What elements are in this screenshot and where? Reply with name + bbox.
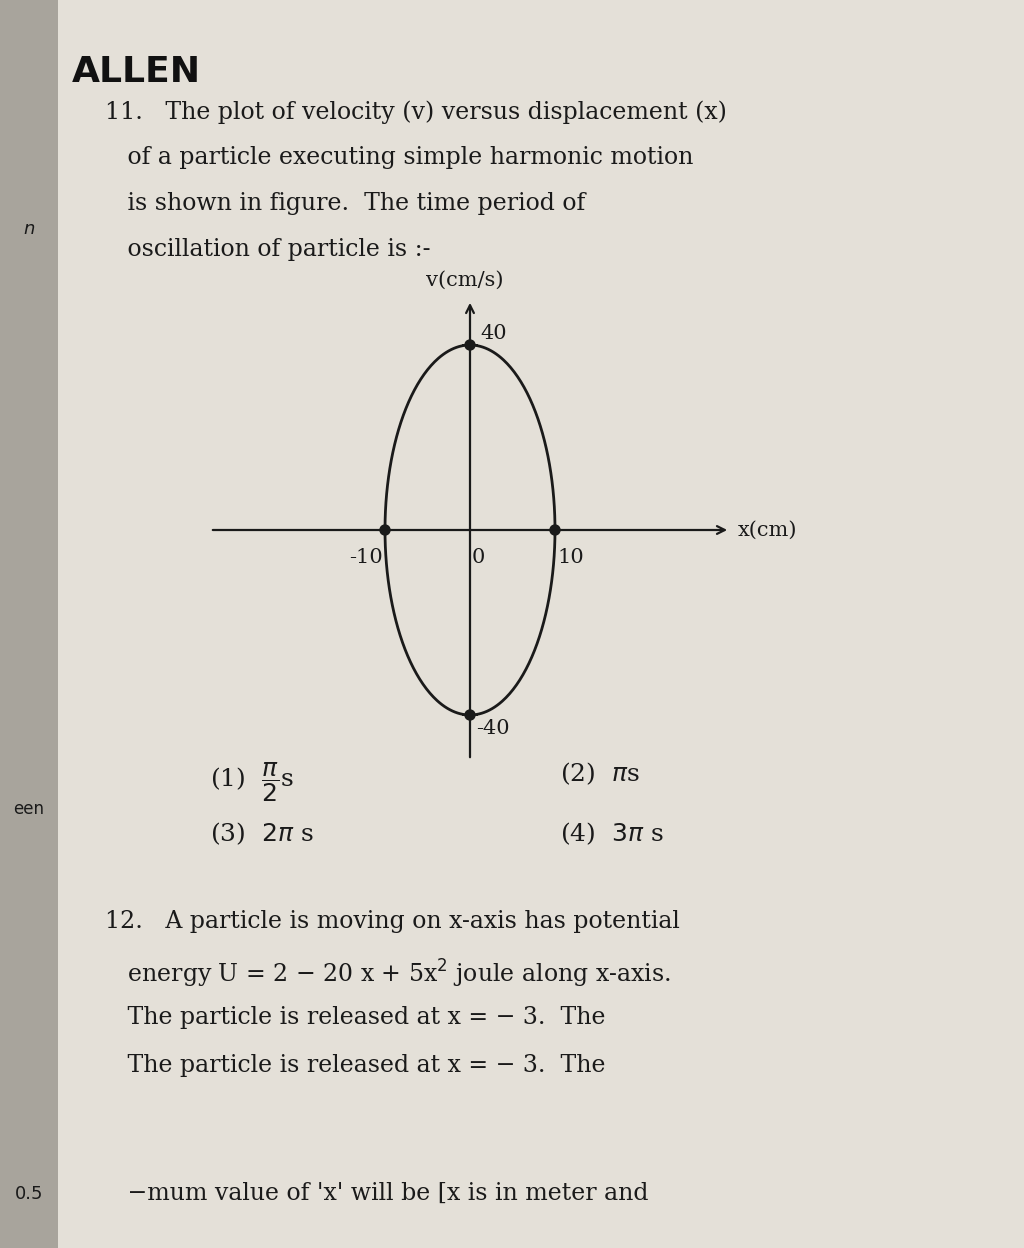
Text: -10: -10	[349, 548, 383, 567]
Circle shape	[465, 339, 475, 349]
Text: (1)  $\dfrac{\pi}{2}$s: (1) $\dfrac{\pi}{2}$s	[210, 760, 294, 804]
Text: een: een	[13, 800, 44, 817]
Text: (2)  $\pi$s: (2) $\pi$s	[560, 760, 640, 786]
Text: 10: 10	[557, 548, 584, 567]
Text: (3)  $2\pi$ s: (3) $2\pi$ s	[210, 820, 313, 846]
Text: x(cm): x(cm)	[738, 520, 798, 539]
Text: v(cm/s): v(cm/s)	[426, 271, 504, 290]
Text: The particle is released at x = − 3.  The: The particle is released at x = − 3. The	[105, 1055, 605, 1077]
Circle shape	[550, 525, 560, 535]
Bar	[0, 0, 58, 1248]
Text: 40: 40	[480, 324, 507, 343]
Text: is shown in figure.  The time period of: is shown in figure. The time period of	[105, 192, 586, 215]
Text: 0.5: 0.5	[14, 1186, 43, 1203]
Text: 11.   The plot of velocity (v) versus displacement (x): 11. The plot of velocity (v) versus disp…	[105, 100, 727, 124]
Text: of a particle executing simple harmonic motion: of a particle executing simple harmonic …	[105, 146, 693, 168]
Text: (4)  $3\pi$ s: (4) $3\pi$ s	[560, 820, 664, 846]
Text: -40: -40	[476, 719, 510, 738]
Circle shape	[465, 710, 475, 720]
Text: energy U = 2 $-$ 20 x + 5x$^2$ joule along x-axis.: energy U = 2 $-$ 20 x + 5x$^2$ joule alo…	[105, 958, 671, 990]
Text: n: n	[24, 220, 35, 238]
Text: 12.   A particle is moving on x-axis has potential: 12. A particle is moving on x-axis has p…	[105, 910, 680, 934]
Text: The particle is released at x = − 3.  The: The particle is released at x = − 3. The	[105, 1006, 605, 1030]
Text: 0: 0	[471, 548, 484, 567]
Text: oscillation of particle is :-: oscillation of particle is :-	[105, 238, 430, 261]
Text: ALLEN: ALLEN	[72, 55, 201, 89]
Text: −mum value of 'x' will be [x is in meter and: −mum value of 'x' will be [x is in meter…	[105, 1182, 648, 1206]
Circle shape	[380, 525, 390, 535]
